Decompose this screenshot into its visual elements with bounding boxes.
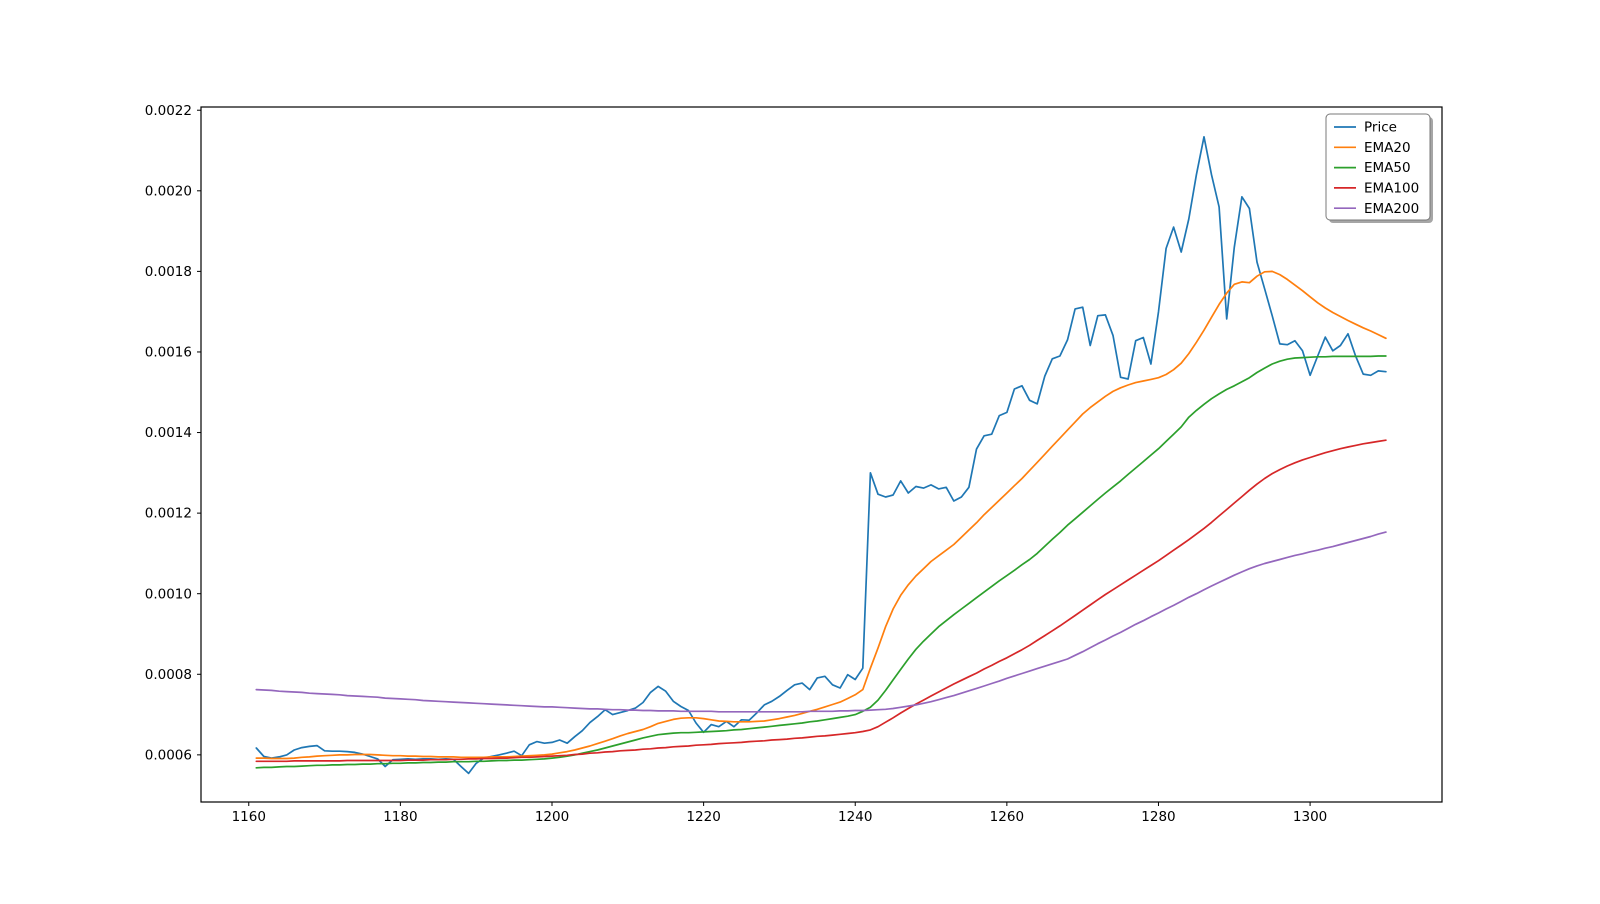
legend-item-ema50: EMA50 — [1334, 160, 1411, 176]
x-tick-label: 1280 — [1141, 809, 1175, 825]
y-tick-label: 0.0014 — [145, 425, 192, 441]
legend-item-ema100: EMA100 — [1334, 181, 1419, 197]
legend-label: EMA200 — [1364, 201, 1419, 217]
y-tick-label: 0.0022 — [145, 103, 192, 119]
x-axis: 1160 1180 1200 1220 1240 1260 1280 1300 — [232, 802, 1327, 825]
series-line-ema100 — [255, 439, 1387, 763]
y-axis: 0.0006 0.0008 0.0010 0.0012 0.0014 0.0016 0.00… — [145, 103, 201, 763]
y-tick-label: 0.0016 — [145, 345, 192, 361]
x-tick-label: 1260 — [990, 809, 1024, 825]
y-tick-label: 0.0010 — [145, 586, 192, 602]
x-tick-label: 1200 — [535, 809, 569, 825]
legend-item-ema200: EMA200 — [1334, 201, 1419, 217]
legend-box — [1325, 113, 1431, 221]
legend-label: EMA50 — [1364, 160, 1411, 176]
legend-item-price: Price — [1334, 120, 1397, 136]
y-tick-label: 0.0018 — [145, 264, 192, 280]
legend: Price EMA20 EMA50 EMA100 EMA200 — [1325, 113, 1433, 223]
legend-label: Price — [1364, 120, 1397, 136]
axes-frame — [200, 106, 1443, 803]
x-tick-label: 1240 — [838, 809, 872, 825]
legend-label: EMA20 — [1364, 140, 1411, 156]
y-tick-label: 0.0008 — [145, 667, 192, 683]
x-tick-label: 1300 — [1293, 809, 1327, 825]
series-line-ema50 — [255, 355, 1387, 769]
legend-item-ema20: EMA20 — [1334, 140, 1411, 156]
y-tick-label: 0.0012 — [145, 506, 192, 522]
series-line-ema200 — [255, 531, 1387, 713]
legend-label: EMA100 — [1364, 181, 1419, 197]
x-tick-label: 1180 — [383, 809, 417, 825]
series-line-ema20 — [255, 270, 1387, 760]
x-tick-label: 1160 — [232, 809, 266, 825]
x-tick-label: 1220 — [686, 809, 720, 825]
plot-area — [201, 107, 1442, 802]
y-tick-label: 0.0020 — [145, 183, 192, 199]
y-tick-label: 0.0006 — [145, 747, 192, 763]
